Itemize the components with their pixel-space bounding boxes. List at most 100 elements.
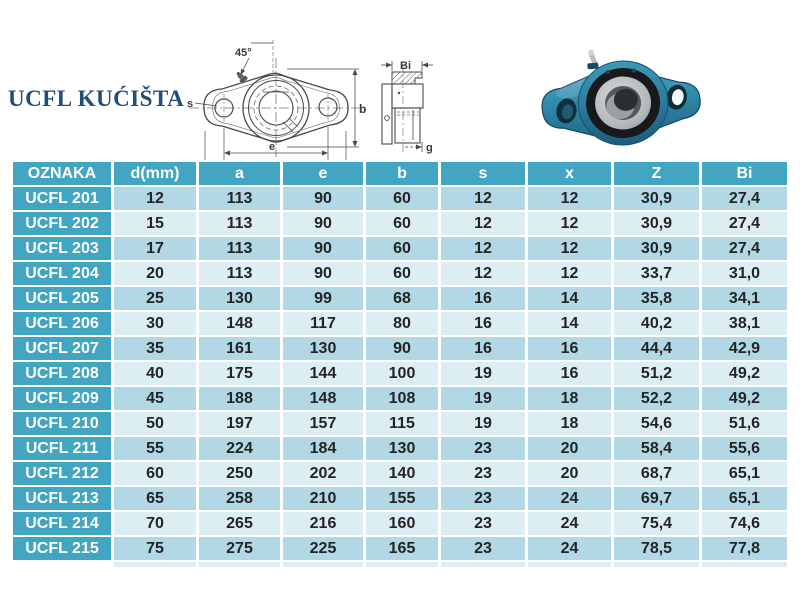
value-cell: 49,2 <box>702 387 787 410</box>
table-row: UCFL 215 75 275 225 165 23 24 78,5 77,8 <box>13 537 787 560</box>
value-cell: 34,1 <box>702 287 787 310</box>
value-cell: 51,2 <box>614 362 699 385</box>
value-cell: 30 <box>114 312 196 335</box>
value-cell: 90 <box>283 212 363 235</box>
table-row: UCFL 204 20 113 90 60 12 12 33,7 31,0 <box>13 262 787 285</box>
bearing-unit-photo <box>541 49 701 146</box>
value-cell: 160 <box>366 512 438 535</box>
partial-cell <box>528 562 611 567</box>
dim-label-g: g <box>426 142 433 154</box>
value-cell: 275 <box>199 537 280 560</box>
value-cell: 55,6 <box>702 437 787 460</box>
partial-row <box>13 562 787 567</box>
row-label: UCFL 212 <box>13 462 111 485</box>
value-cell: 20 <box>114 262 196 285</box>
row-label: UCFL 207 <box>13 337 111 360</box>
value-cell: 80 <box>366 312 438 335</box>
value-cell: 99 <box>283 287 363 310</box>
value-cell: 18 <box>528 412 611 435</box>
value-cell: 12 <box>441 237 525 260</box>
row-label: UCFL 205 <box>13 287 111 310</box>
partial-cell <box>13 562 111 567</box>
value-cell: 16 <box>528 337 611 360</box>
column-header-a: a <box>199 162 280 185</box>
value-cell: 35 <box>114 337 196 360</box>
value-cell: 17 <box>114 237 196 260</box>
value-cell: 50 <box>114 412 196 435</box>
value-cell: 40,2 <box>614 312 699 335</box>
row-label: UCFL 213 <box>13 487 111 510</box>
value-cell: 25 <box>114 287 196 310</box>
value-cell: 12 <box>528 262 611 285</box>
partial-cell <box>441 562 525 567</box>
partial-cell <box>366 562 438 567</box>
table-row: UCFL 206 30 148 117 80 16 14 40,2 38,1 <box>13 312 787 335</box>
value-cell: 24 <box>528 487 611 510</box>
value-cell: 65 <box>114 487 196 510</box>
value-cell: 202 <box>283 462 363 485</box>
value-cell: 224 <box>199 437 280 460</box>
table-row: UCFL 214 70 265 216 160 23 24 75,4 74,6 <box>13 512 787 535</box>
partial-cell <box>114 562 196 567</box>
column-header-d: d(mm) <box>114 162 196 185</box>
value-cell: 60 <box>114 462 196 485</box>
value-cell: 130 <box>199 287 280 310</box>
value-cell: 12 <box>528 212 611 235</box>
value-cell: 24 <box>528 512 611 535</box>
value-cell: 55 <box>114 437 196 460</box>
value-cell: 115 <box>366 412 438 435</box>
row-label: UCFL 202 <box>13 212 111 235</box>
table-row: UCFL 211 55 224 184 130 23 20 58,4 55,6 <box>13 437 787 460</box>
value-cell: 23 <box>441 512 525 535</box>
value-cell: 74,6 <box>702 512 787 535</box>
value-cell: 60 <box>366 262 438 285</box>
value-cell: 60 <box>366 212 438 235</box>
value-cell: 108 <box>366 387 438 410</box>
value-cell: 31,0 <box>702 262 787 285</box>
value-cell: 52,2 <box>614 387 699 410</box>
table-row: UCFL 201 12 113 90 60 12 12 30,9 27,4 <box>13 187 787 210</box>
column-header-z: Z <box>614 162 699 185</box>
column-header-bi: Bi <box>702 162 787 185</box>
column-header-s: s <box>441 162 525 185</box>
value-cell: 157 <box>283 412 363 435</box>
table-row: UCFL 213 65 258 210 155 23 24 69,7 65,1 <box>13 487 787 510</box>
value-cell: 54,6 <box>614 412 699 435</box>
table-row: UCFL 210 50 197 157 115 19 18 54,6 51,6 <box>13 412 787 435</box>
value-cell: 30,9 <box>614 212 699 235</box>
dim-label-45deg: 45° <box>235 47 252 59</box>
value-cell: 258 <box>199 487 280 510</box>
value-cell: 23 <box>441 537 525 560</box>
value-cell: 225 <box>283 537 363 560</box>
spec-table: OZNAKA d(mm) a e b s x Z Bi UCFL 201 12 11… <box>10 160 790 569</box>
value-cell: 100 <box>366 362 438 385</box>
value-cell: 12 <box>441 262 525 285</box>
column-header-e: e <box>283 162 363 185</box>
value-cell: 27,4 <box>702 237 787 260</box>
column-header-oznaka: OZNAKA <box>13 162 111 185</box>
partial-cell <box>199 562 280 567</box>
value-cell: 12 <box>441 187 525 210</box>
partial-cell <box>702 562 787 567</box>
table-row: UCFL 202 15 113 90 60 12 12 30,9 27,4 <box>13 212 787 235</box>
table-row: UCFL 208 40 175 144 100 19 16 51,2 49,2 <box>13 362 787 385</box>
column-header-b: b <box>366 162 438 185</box>
side-view-drawing: Bi g <box>381 60 433 154</box>
value-cell: 12 <box>528 187 611 210</box>
table-row: UCFL 212 60 250 202 140 23 20 68,7 65,1 <box>13 462 787 485</box>
value-cell: 38,1 <box>702 312 787 335</box>
value-cell: 30,9 <box>614 237 699 260</box>
value-cell: 90 <box>283 262 363 285</box>
value-cell: 210 <box>283 487 363 510</box>
value-cell: 77,8 <box>702 537 787 560</box>
dim-label-e: e <box>269 141 275 153</box>
value-cell: 23 <box>441 437 525 460</box>
partial-cell <box>614 562 699 567</box>
table-row: UCFL 205 25 130 99 68 16 14 35,8 34,1 <box>13 287 787 310</box>
value-cell: 35,8 <box>614 287 699 310</box>
value-cell: 75 <box>114 537 196 560</box>
value-cell: 12 <box>114 187 196 210</box>
value-cell: 113 <box>199 237 280 260</box>
value-cell: 148 <box>283 387 363 410</box>
